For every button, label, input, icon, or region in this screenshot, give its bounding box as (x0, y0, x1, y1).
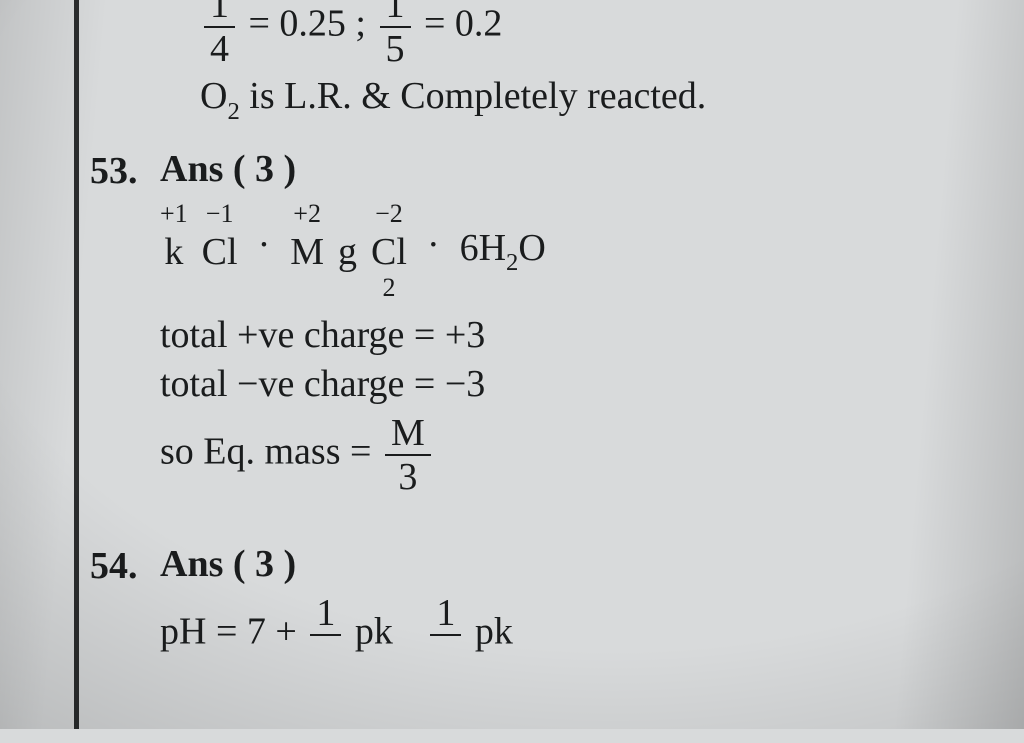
ph-text: pH = 7 + (160, 611, 297, 653)
element-g: g (338, 201, 357, 301)
frac-den-hidden (435, 638, 457, 676)
total-neg-charge: total −ve charge = −3 (160, 364, 1024, 406)
lr-statement: O2 is L.R. & Completely reacted. (90, 76, 1024, 123)
frac-den: 3 (392, 458, 423, 496)
content: 1 4 = 0.25 ; 1 5 = 0.2 O2 is L.R. & Comp… (90, 0, 1024, 684)
page: 1 4 = 0.25 ; 1 5 = 0.2 O2 is L.R. & Comp… (0, 0, 1024, 729)
o-subscript: 2 (227, 98, 239, 125)
minus-gap (402, 611, 426, 653)
frac-num: 1 (310, 594, 341, 632)
total-pos-charge: total +ve charge = +3 (160, 315, 1024, 357)
element-symbol: Cl (371, 233, 407, 271)
element-k: +1 k (160, 201, 188, 301)
tail-b: O (518, 227, 545, 269)
ph-line: pH = 7 + 1 pk 1 pk (160, 594, 1024, 676)
fraction-1-over-5: 1 5 (380, 0, 411, 68)
frac-num: 1 (204, 0, 235, 24)
fraction-half-1: 1 (310, 594, 341, 676)
o-symbol: O (200, 75, 227, 117)
oxidation-formula: +1 k −1 Cl · +2 M (160, 201, 546, 301)
tail-sub: 2 (506, 249, 518, 276)
question-body: Ans ( 3 ) pH = 7 + 1 pk 1 (160, 544, 1024, 684)
left-margin-rule (74, 0, 79, 729)
eq-mass-line: so Eq. mass = M 3 (160, 414, 1024, 496)
element-symbol: M (290, 233, 324, 271)
pk-text-2: pk (475, 611, 513, 653)
frac-num: 1 (380, 0, 411, 24)
prev-frac-line: 1 4 = 0.25 ; 1 5 = 0.2 (90, 0, 1024, 68)
center-dot-icon: · (421, 225, 446, 277)
element-symbol: Cl (202, 233, 238, 271)
formula-line: +1 k −1 Cl · +2 M (160, 201, 1024, 301)
frac-den-hidden (315, 638, 337, 676)
hydrate-tail: 6H2O (460, 228, 546, 275)
fraction-half-2: 1 (430, 594, 461, 676)
lr-text: is L.R. & Completely reacted. (240, 75, 706, 117)
question-53: 53. Ans ( 3 ) +1 k −1 Cl (90, 149, 1024, 504)
frac-den: 4 (204, 30, 235, 68)
question-number: 53. (90, 149, 160, 193)
equals-text: = 0.25 ; (249, 3, 367, 45)
element-symbol: k (164, 233, 183, 271)
ox-state: +1 (160, 201, 188, 227)
element-cl2: −2 Cl 2 (371, 201, 407, 301)
question-54: 54. Ans ( 3 ) pH = 7 + 1 pk 1 (90, 544, 1024, 684)
element-m: +2 M (290, 201, 324, 301)
question-number: 54. (90, 544, 160, 588)
ox-state: +2 (293, 201, 321, 227)
ox-state: −2 (375, 201, 403, 227)
subscript-under: 2 (382, 275, 395, 301)
eq-mass-text: so Eq. mass = (160, 431, 371, 473)
ox-state: −1 (206, 201, 234, 227)
question-body: Ans ( 3 ) +1 k −1 Cl (160, 149, 1024, 504)
answer-label: Ans ( 3 ) (160, 149, 1024, 191)
frac-num: M (385, 414, 431, 452)
equals-text: = 0.2 (424, 3, 502, 45)
frac-den: 5 (380, 30, 411, 68)
fraction-1-over-4: 1 4 (204, 0, 235, 68)
tail-a: 6H (460, 227, 506, 269)
answer-label: Ans ( 3 ) (160, 544, 1024, 586)
element-symbol: g (338, 233, 357, 271)
fraction-m-over-3: M 3 (385, 414, 431, 496)
element-cl: −1 Cl (202, 201, 238, 301)
pk-text: pk (355, 611, 393, 653)
center-dot-icon: · (252, 225, 277, 277)
frac-num: 1 (430, 594, 461, 632)
ox-spacer (344, 201, 351, 227)
